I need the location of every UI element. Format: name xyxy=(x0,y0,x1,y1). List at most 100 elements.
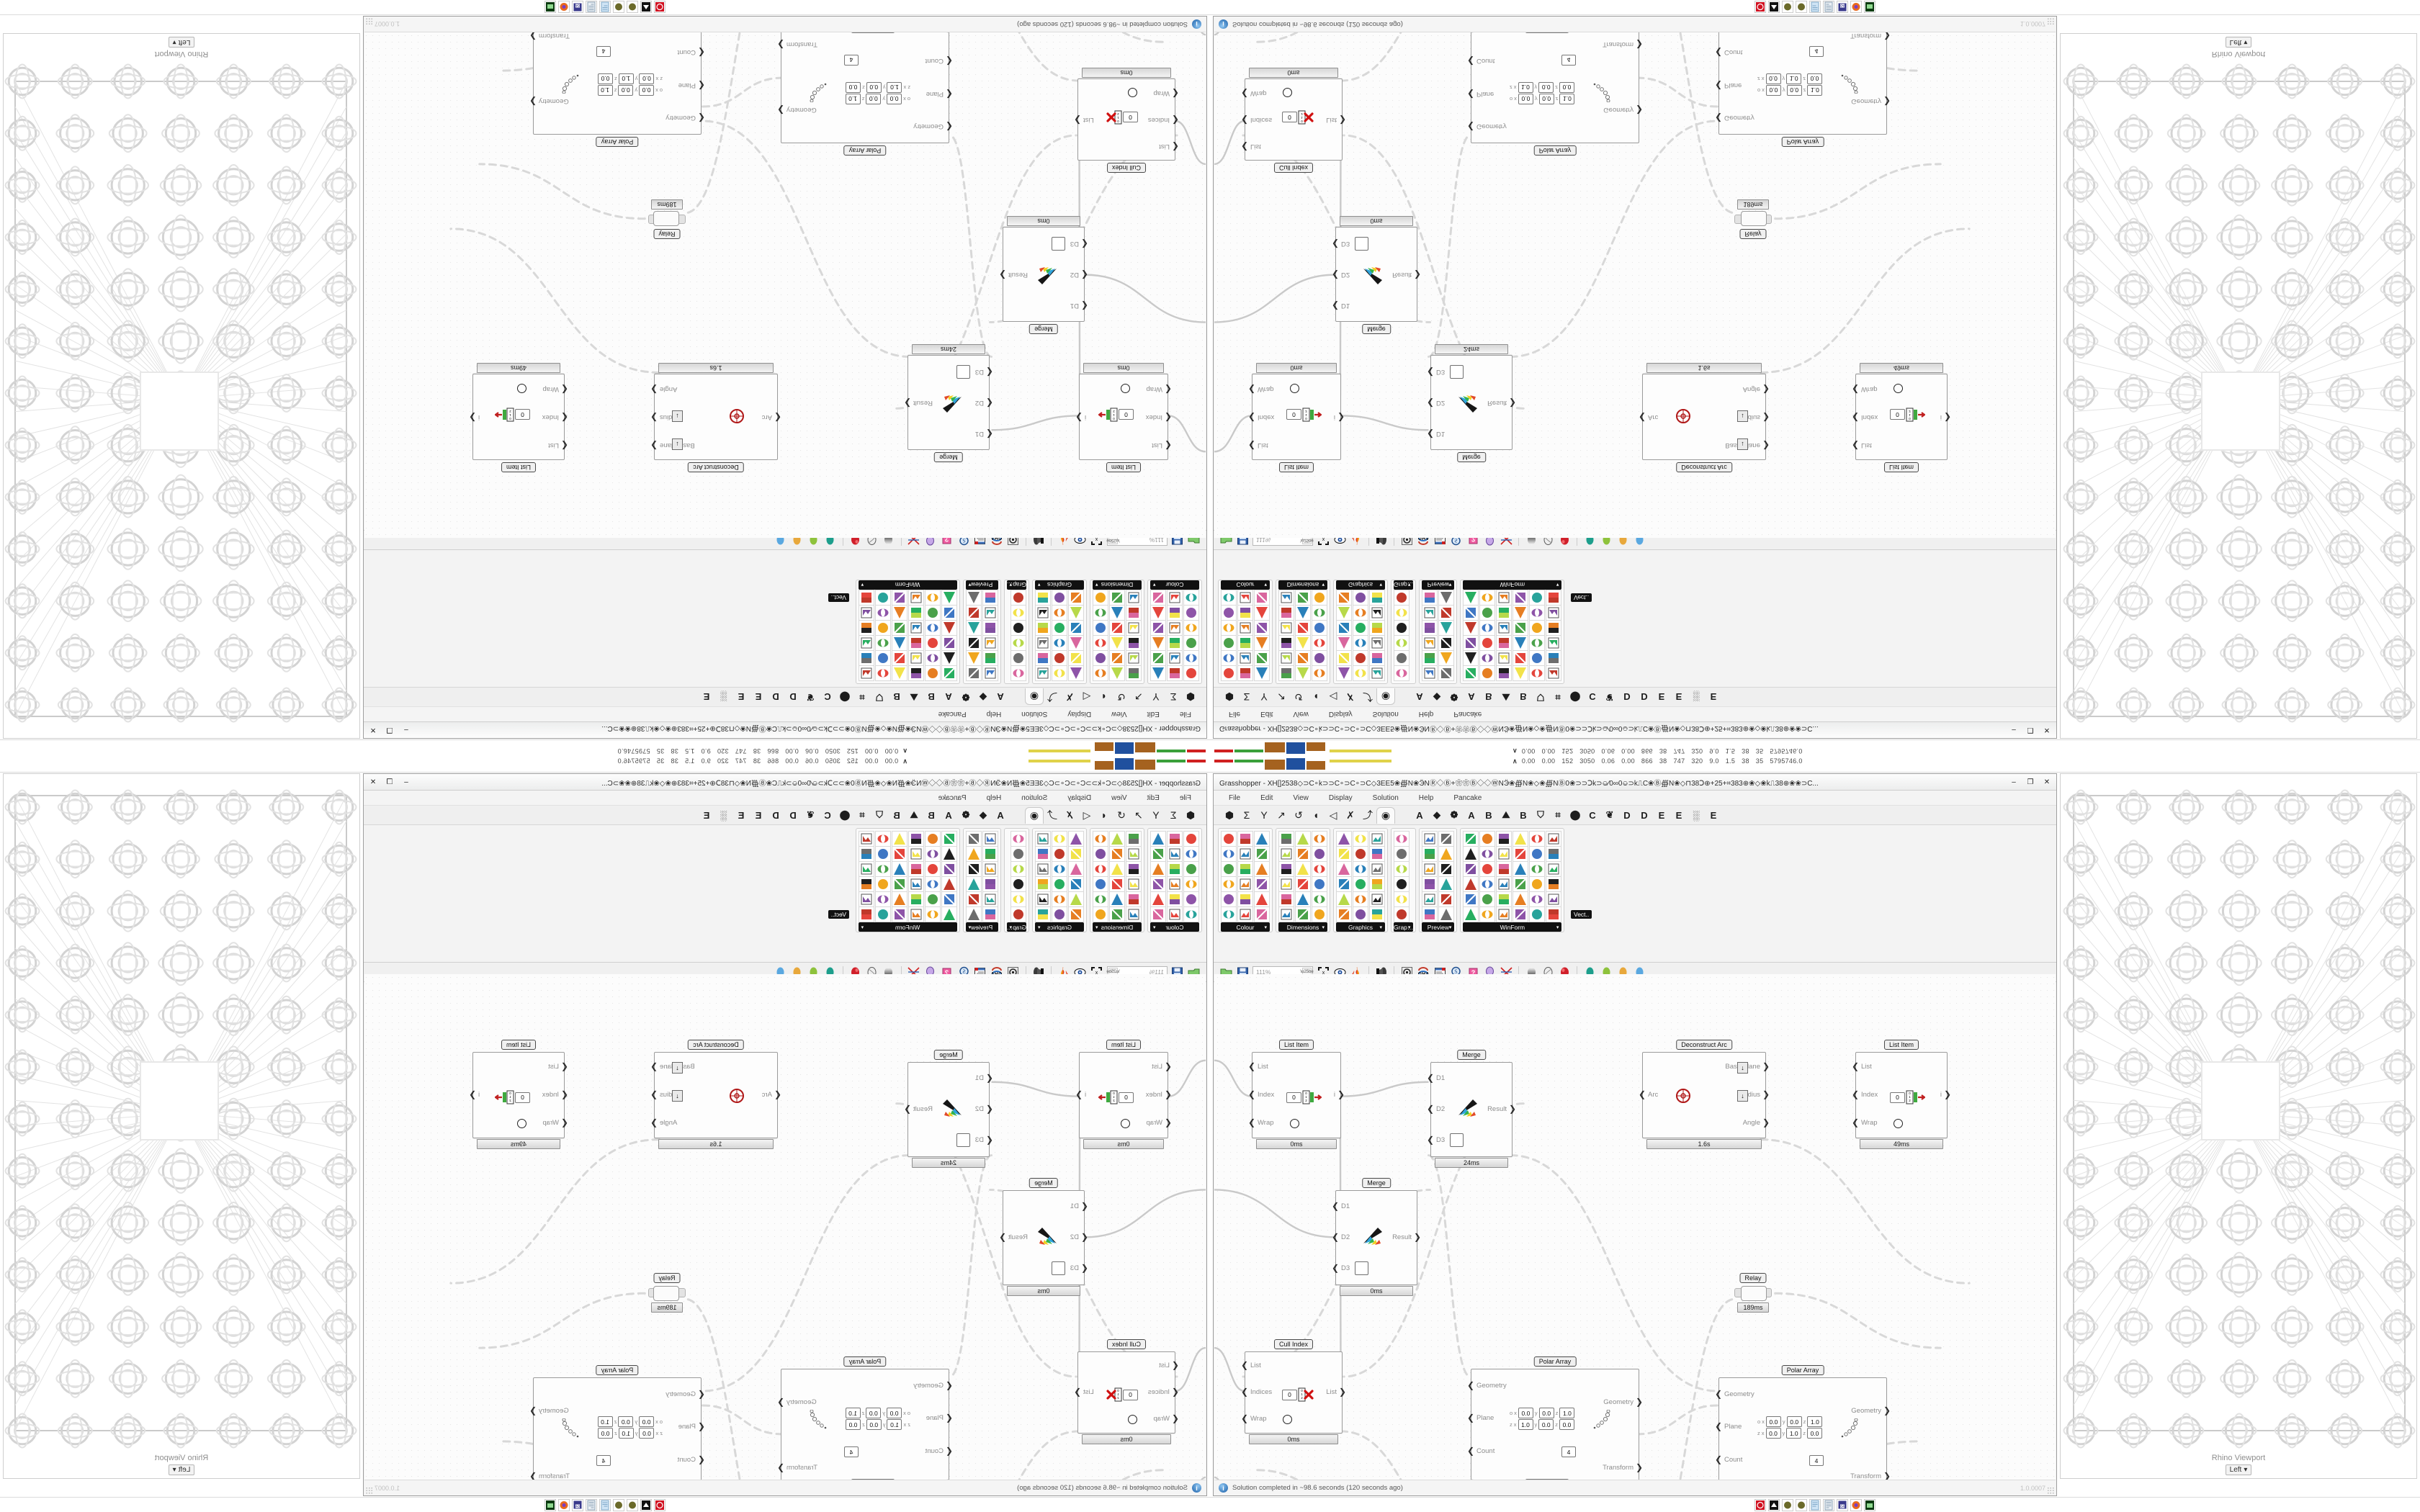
component-icon[interactable] xyxy=(941,891,957,907)
component-icon[interactable] xyxy=(1109,620,1125,636)
component-icon[interactable] xyxy=(1254,831,1270,847)
chevron-down-icon[interactable]: ▾ xyxy=(1038,924,1041,930)
plane-axis-x[interactable]: 0.0 xyxy=(639,1428,655,1439)
chevron-down-icon[interactable]: ▾ xyxy=(1556,582,1559,588)
component-icon[interactable] xyxy=(1237,891,1253,907)
taskbar-firefox-icon[interactable] xyxy=(1850,1,1862,14)
component-icon[interactable] xyxy=(1295,876,1311,892)
wrap-boolean-toggle[interactable] xyxy=(1283,88,1292,97)
output-port-i[interactable]: i xyxy=(1085,1091,1087,1099)
port-nub[interactable]: ❮ xyxy=(697,1454,705,1464)
output-port-result[interactable]: Result xyxy=(1008,1233,1028,1241)
grasshopper-titlebar[interactable]: Grasshopper - XH[]2538◇⊃C∘k⊃⊃C∘⊃C∘⊃C◇3EE… xyxy=(364,721,1206,738)
surface-icon[interactable]: ◖ xyxy=(1101,691,1108,703)
component-nickname[interactable]: Deconstruct Arc xyxy=(688,462,744,472)
component-icon[interactable] xyxy=(1254,635,1270,651)
plane-orientation-dial[interactable] xyxy=(558,1418,580,1442)
quadrant-bottom-left[interactable]: ∧0.000.0015230500.060.00866387473209.01.… xyxy=(0,756,1210,1512)
input-port-plane[interactable]: Plane xyxy=(1476,1414,1494,1422)
component-icon[interactable] xyxy=(1479,891,1496,907)
gh-component-deconstruct-arc[interactable]: Deconstruct Arc Arc ❮ Base Plane ❯ ↓ Radius ❯ ↓ A… xyxy=(650,363,781,472)
component-icon[interactable] xyxy=(1278,605,1294,621)
plugin-tab-icon-8[interactable]: ⌗ xyxy=(859,809,865,820)
component-icon[interactable] xyxy=(1278,876,1294,892)
flatten-arrow-icon[interactable]: ↓ xyxy=(672,438,683,450)
relay-body[interactable] xyxy=(648,211,686,227)
input-port-wrap[interactable]: Wrap xyxy=(542,385,559,393)
plane-origin-x[interactable]: 0.0 xyxy=(639,85,655,96)
component-icon[interactable] xyxy=(1295,605,1311,621)
mesh-icon[interactable]: ◁ xyxy=(1329,691,1337,703)
chevron-down-icon[interactable]: ▾ xyxy=(2244,1466,2248,1474)
flatten-arrow-icon[interactable]: ↓ xyxy=(1737,1062,1748,1074)
plane-origin-y[interactable]: 0.0 xyxy=(618,1416,634,1427)
component-icon[interactable] xyxy=(1295,846,1311,862)
component-icon[interactable] xyxy=(874,846,891,862)
plugin-tab-icon-2[interactable]: ❁ xyxy=(962,692,970,703)
component-nickname[interactable]: Merge xyxy=(1457,452,1486,462)
port-nub[interactable]: ❮ xyxy=(697,1421,705,1431)
component-icon[interactable] xyxy=(1422,665,1438,681)
component-body[interactable]: Arc ❮ Base Plane ❯ ↓ Radius ❯ ↓ Angle ❯ xyxy=(1639,374,1770,460)
port-nub[interactable]: ❮ xyxy=(1639,1089,1646,1099)
plane-axis-y[interactable]: 0.0 xyxy=(1538,82,1554,93)
port-nub[interactable]: ❮ xyxy=(985,398,993,408)
chevron-down-icon[interactable]: ▾ xyxy=(1153,924,1156,930)
palette-label[interactable]: Colour ▾ xyxy=(1221,922,1270,932)
component-icon[interactable] xyxy=(1254,846,1270,862)
port-nub[interactable]: ❮ xyxy=(560,1089,568,1099)
component-icon[interactable] xyxy=(1278,620,1294,636)
port-nub[interactable]: ❮ xyxy=(560,441,568,451)
component-icon[interactable] xyxy=(1336,891,1352,907)
plane-origin-x[interactable]: 0.0 xyxy=(1765,85,1781,96)
input-port-arc[interactable]: Arc xyxy=(1648,1091,1659,1099)
component-icon[interactable] xyxy=(982,846,998,862)
quadrant-bottom-right[interactable]: ∧ 0.00 0.00 152 3050 0.06 0.00 866 38 747 320 9.0 1.… xyxy=(1210,756,2420,1512)
component-body[interactable]: List ❮ Index ❮ 0 0 1 2 Wrap ❮ i ❯ xyxy=(1852,374,1951,460)
component-icon[interactable] xyxy=(1336,876,1352,892)
port-nub[interactable]: ❯ xyxy=(650,1061,658,1071)
menu-bar[interactable]: File Edit View Display Solution Help Pancake xyxy=(1214,791,2056,806)
input-port-count[interactable]: Count xyxy=(925,57,944,65)
surface-icon[interactable]: ◖ xyxy=(1312,691,1319,703)
component-icon[interactable] xyxy=(1150,876,1166,892)
component-icon[interactable] xyxy=(1512,605,1529,621)
component-icon[interactable] xyxy=(1295,906,1311,922)
component-icon[interactable] xyxy=(1438,650,1455,666)
port-nub[interactable]: ❮ xyxy=(945,122,953,132)
plugin-tab-icon-3[interactable]: A xyxy=(1468,691,1475,703)
component-icon[interactable] xyxy=(1422,876,1438,892)
component-icon[interactable] xyxy=(982,650,998,666)
port-nub[interactable]: ❮ xyxy=(1171,1360,1179,1370)
component-icon[interactable] xyxy=(1546,861,1562,877)
port-nub[interactable]: ❮ xyxy=(1852,384,1860,395)
vector-icon[interactable]: ↗ xyxy=(1134,809,1143,821)
component-body[interactable]: List ❮ Indices ❮ 0 0 1 2 Wrap ❮ List ❯ xyxy=(1074,1351,1179,1434)
input-port-list[interactable]: List xyxy=(1861,1063,1872,1071)
component-icon[interactable] xyxy=(1150,906,1166,922)
input-port-list[interactable]: List xyxy=(1159,143,1170,150)
gh-component-cull-index-1[interactable]: Cull Index List ❮ Indices ❮ 0 0 1 2 Wrap ❮ List ❯ 0ms xyxy=(1241,68,1346,173)
maximize-button[interactable]: ❐ xyxy=(2027,778,2034,786)
port-nub[interactable]: ❮ xyxy=(1248,1117,1256,1128)
gh-component-list-item-2[interactable]: List Item List ❮ Index ❮ 0 0 1 2 Wrap ❮ i ❯ 49ms xyxy=(469,363,568,472)
gh-component-polar-array-2[interactable]: Polar Array Geometry ❮ Plane ❮ o x 0.0 y 0.0 z 1.0 z… xyxy=(529,1365,705,1480)
component-nickname[interactable]: Polar Array xyxy=(1533,145,1577,156)
component-body[interactable]: Geometry ❮ Plane ❮ o x 0.0 y 0.0 z 1.0 z x 0.0 y 1.0 z 0.… xyxy=(529,32,705,135)
component-icon[interactable] xyxy=(924,876,941,892)
empty-input-slot[interactable] xyxy=(956,1133,970,1147)
component-icon[interactable] xyxy=(1438,861,1455,877)
taskbar-olive-icon[interactable] xyxy=(1782,1,1793,14)
menu-item-help[interactable]: Help xyxy=(986,710,1002,719)
component-icon[interactable] xyxy=(858,635,874,651)
component-icon[interactable] xyxy=(1438,831,1455,847)
input-port-wrap[interactable]: Wrap xyxy=(1258,385,1274,393)
palette-group-grap-[interactable]: Grap… ▾ xyxy=(1003,828,1029,932)
component-icon[interactable] xyxy=(1068,590,1084,606)
plugin-tab-icon-11[interactable]: ❦ xyxy=(806,692,815,703)
port-nub[interactable]: ❮ xyxy=(1427,1073,1435,1083)
port-nub[interactable]: ❮ xyxy=(560,413,568,423)
component-ribbon[interactable]: Colour ▾ Dimensions ▾ Graphics ▾ Grap… ▾ Preview… xyxy=(364,825,1206,963)
palette-group-preview[interactable]: Preview ▾ xyxy=(1419,828,1458,932)
